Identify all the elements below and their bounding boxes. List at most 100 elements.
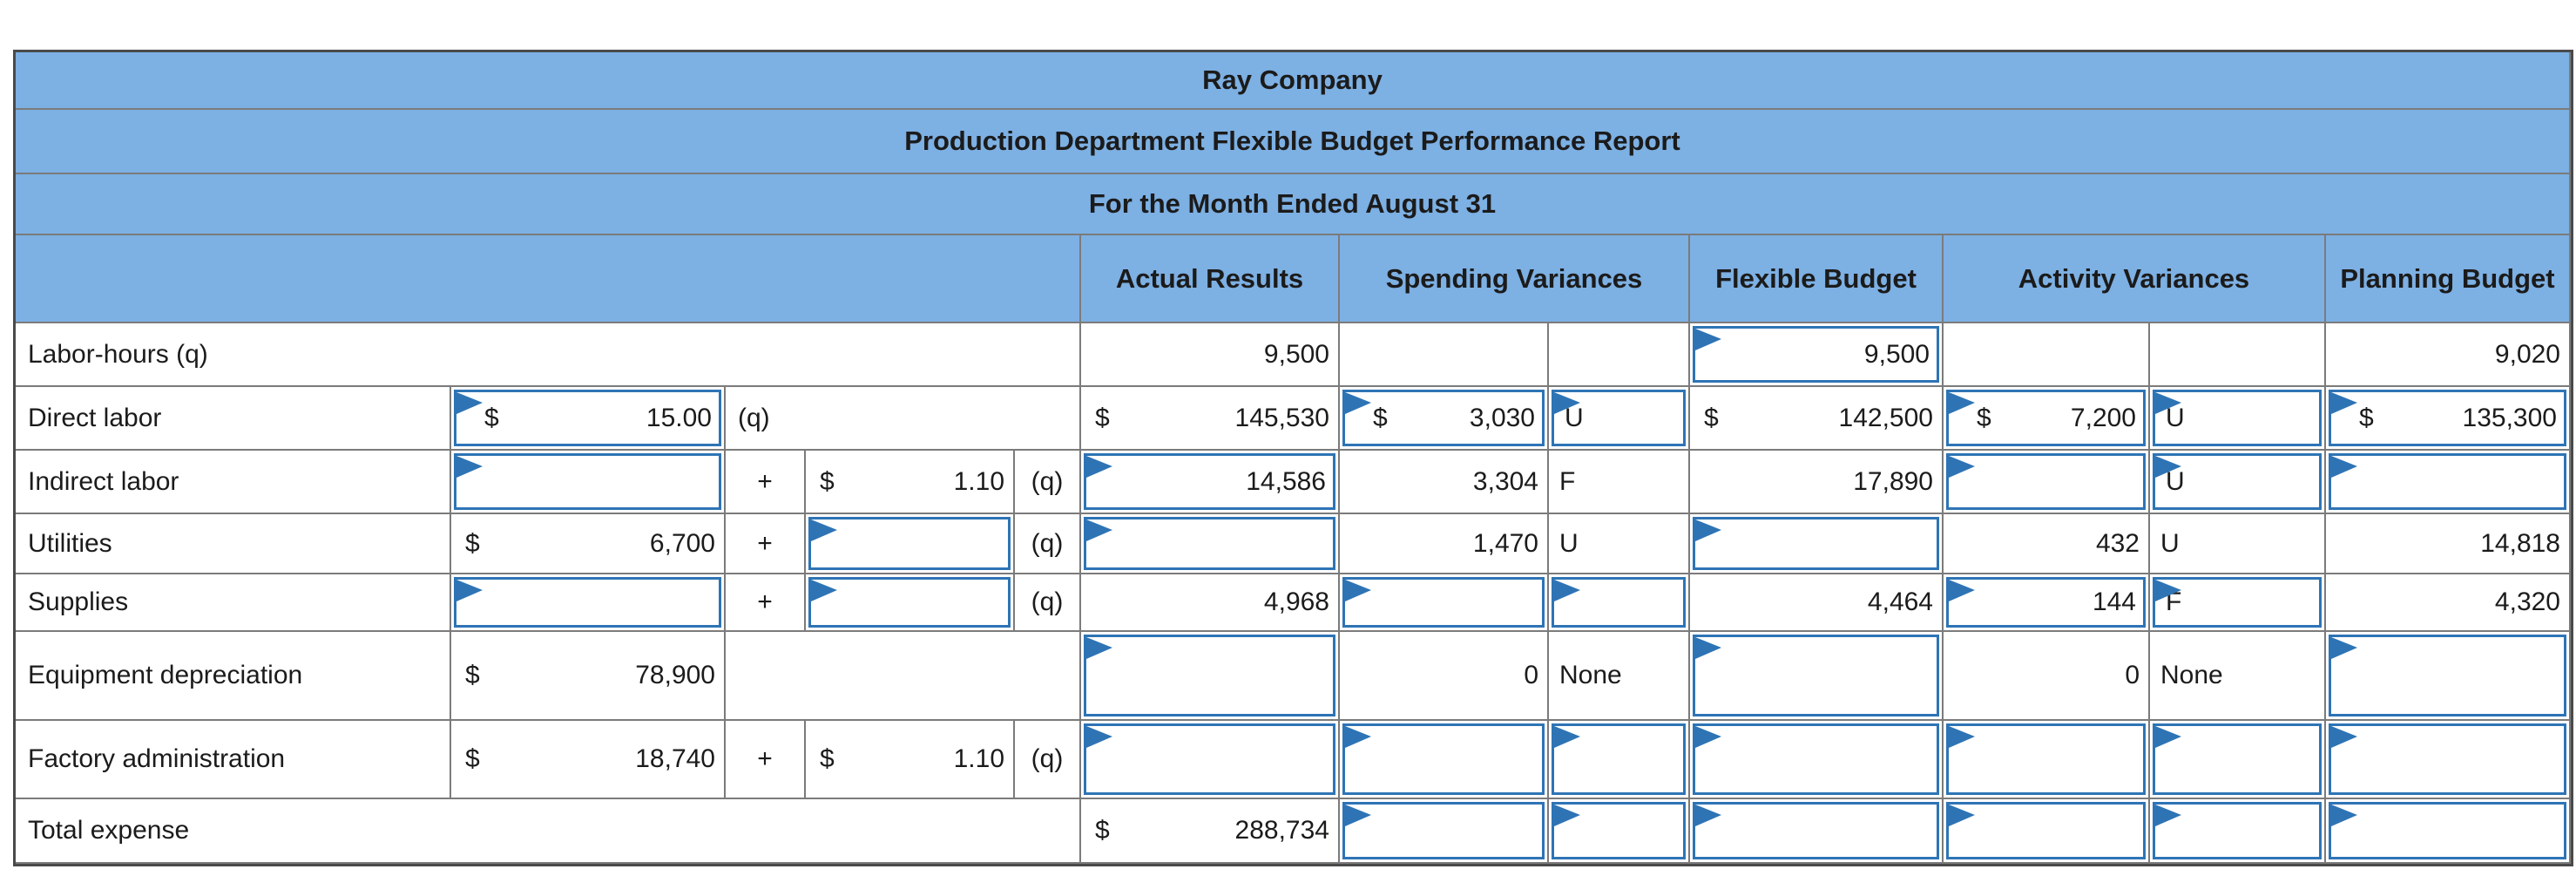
factory-administration-activity-cell	[1944, 721, 2150, 799]
supplies-spending-input[interactable]	[1342, 577, 1545, 628]
direct-labor-activity-cell: $ 7,200	[1944, 387, 2150, 451]
supplies-spending-cell	[1340, 574, 1549, 632]
dollar-sign: $	[2359, 403, 2374, 432]
total-expense-spending-mark-cell	[1549, 799, 1690, 864]
supplies-activity-input[interactable]: 144	[1946, 577, 2146, 628]
total-expense-activity-mark-cell	[2150, 799, 2326, 864]
input-flag-icon	[1695, 637, 1721, 659]
input-flag-icon	[2331, 392, 2357, 414]
direct-labor-spending-mark-cell: U	[1549, 387, 1690, 451]
total-expense-spending-input[interactable]	[1342, 802, 1545, 859]
dollar-sign: $	[1095, 403, 1110, 432]
supplies-rate-input[interactable]	[808, 577, 1011, 628]
indirect-labor-spending-mark: F	[1549, 451, 1690, 514]
factory-administration-flexible-input[interactable]	[1693, 723, 1939, 795]
row-label-factory-administration: Factory administration	[16, 721, 451, 799]
indirect-labor-activity-input[interactable]	[1946, 453, 2146, 510]
utilities-plus-sign: +	[726, 514, 806, 574]
dollar-sign: $	[1095, 816, 1110, 845]
indirect-labor-actual-input[interactable]: 14,586	[1084, 453, 1335, 510]
supplies-rate-cell	[806, 574, 1015, 632]
indirect-labor-planning-cell	[2326, 451, 2571, 514]
utilities-activity-value: 432	[1944, 514, 2150, 574]
direct-labor-planning-input[interactable]: $ 135,300	[2329, 390, 2566, 446]
equipment-depreciation-spending-mark: None	[1549, 632, 1690, 721]
equipment-depreciation-fixed-value: 78,900	[635, 661, 715, 689]
direct-labor-activity-value: 7,200	[2070, 403, 2136, 432]
direct-labor-rate-input[interactable]: $ 15.00	[454, 390, 721, 446]
total-expense-spending-mark-input[interactable]	[1552, 802, 1686, 859]
input-flag-icon	[2155, 805, 2181, 826]
direct-labor-actual-value: 145,530	[1234, 403, 1329, 432]
direct-labor-spending-cell: $ 3,030	[1340, 387, 1549, 451]
indirect-labor-activity-cell	[1944, 451, 2150, 514]
direct-labor-rate-cell: $ 15.00	[451, 387, 726, 451]
indirect-labor-activity-mark-input[interactable]: U	[2153, 453, 2322, 510]
total-expense-activity-mark-input[interactable]	[2153, 802, 2322, 859]
period-title: For the Month Ended August 31	[16, 174, 2571, 235]
factory-administration-spending-mark-input[interactable]	[1552, 723, 1686, 795]
total-expense-actual-value: 288,734	[1234, 816, 1329, 845]
supplies-spending-mark-cell	[1549, 574, 1690, 632]
input-flag-icon	[1554, 726, 1580, 748]
header-actual-results: Actual Results	[1081, 235, 1340, 323]
utilities-rate-input[interactable]	[808, 517, 1011, 570]
direct-labor-activity-input[interactable]: $ 7,200	[1946, 390, 2146, 446]
total-expense-planning-input[interactable]	[2329, 802, 2566, 859]
supplies-activity-mark-input[interactable]: F	[2153, 577, 2322, 628]
factory-administration-activity-input[interactable]	[1946, 723, 2146, 795]
dollar-sign: $	[820, 744, 835, 773]
direct-labor-actual-cell: $ 145,530	[1081, 387, 1340, 451]
input-flag-icon	[2331, 805, 2357, 826]
labor-hours-spending-empty	[1340, 323, 1549, 387]
factory-administration-fixed-cell: $ 18,740	[451, 721, 726, 799]
indirect-labor-q-suffix: (q)	[1015, 451, 1081, 514]
equipment-depreciation-actual-input[interactable]	[1084, 635, 1335, 716]
total-expense-flexible-input[interactable]	[1693, 802, 1939, 859]
dollar-sign: $	[465, 744, 480, 773]
supplies-spending-mark-input[interactable]	[1552, 577, 1686, 628]
dollar-sign: $	[484, 403, 499, 432]
utilities-fixed-cell: $ 6,700	[451, 514, 726, 574]
input-flag-icon	[1949, 805, 1975, 826]
utilities-spending-mark: U	[1549, 514, 1690, 574]
equipment-depreciation-planning-input[interactable]	[2329, 635, 2566, 716]
direct-labor-spending-mark-input[interactable]: U	[1552, 390, 1686, 446]
dollar-sign: $	[1373, 403, 1388, 432]
utilities-actual-input[interactable]	[1084, 517, 1335, 570]
equipment-depreciation-flexible-cell	[1690, 632, 1944, 721]
utilities-flexible-input[interactable]	[1693, 517, 1939, 570]
direct-labor-rate-value: 15.00	[646, 403, 712, 432]
factory-administration-actual-input[interactable]	[1084, 723, 1335, 795]
factory-administration-activity-mark-input[interactable]	[2153, 723, 2322, 795]
supplies-fixed-input[interactable]	[454, 577, 721, 628]
row-label-supplies: Supplies	[16, 574, 451, 632]
input-flag-icon	[1949, 392, 1975, 414]
indirect-labor-rate-cell: $ 1.10	[806, 451, 1015, 514]
indirect-labor-planning-input[interactable]	[2329, 453, 2566, 510]
header-spending-variances: Spending Variances	[1340, 235, 1690, 323]
direct-labor-spending-input[interactable]: $ 3,030	[1342, 390, 1545, 446]
factory-administration-spending-input[interactable]	[1342, 723, 1545, 795]
input-flag-icon	[1695, 726, 1721, 748]
labor-hours-actual-value: 9,500	[1081, 323, 1340, 387]
labor-hours-flexible-input[interactable]: 9,500	[1693, 326, 1939, 383]
dollar-sign: $	[465, 661, 480, 689]
indirect-labor-flexible-value: 17,890	[1690, 451, 1944, 514]
factory-administration-planning-input[interactable]	[2329, 723, 2566, 795]
factory-administration-activity-mark-cell	[2150, 721, 2326, 799]
dollar-sign: $	[1977, 403, 1991, 432]
input-flag-icon	[456, 392, 483, 414]
input-flag-icon	[2331, 637, 2357, 659]
header-activity-variances: Activity Variances	[1944, 235, 2326, 323]
supplies-activity-mark-cell: F	[2150, 574, 2326, 632]
input-flag-icon	[1086, 726, 1112, 748]
indirect-labor-fixed-input[interactable]	[454, 453, 721, 510]
total-expense-activity-cell	[1944, 799, 2150, 864]
factory-administration-fixed-value: 18,740	[635, 744, 715, 773]
indirect-labor-actual-value: 14,586	[1246, 466, 1326, 496]
total-expense-activity-input[interactable]	[1946, 802, 2146, 859]
direct-labor-activity-mark-input[interactable]: U	[2153, 390, 2322, 446]
input-flag-icon	[811, 580, 837, 601]
equipment-depreciation-flexible-input[interactable]	[1693, 635, 1939, 716]
